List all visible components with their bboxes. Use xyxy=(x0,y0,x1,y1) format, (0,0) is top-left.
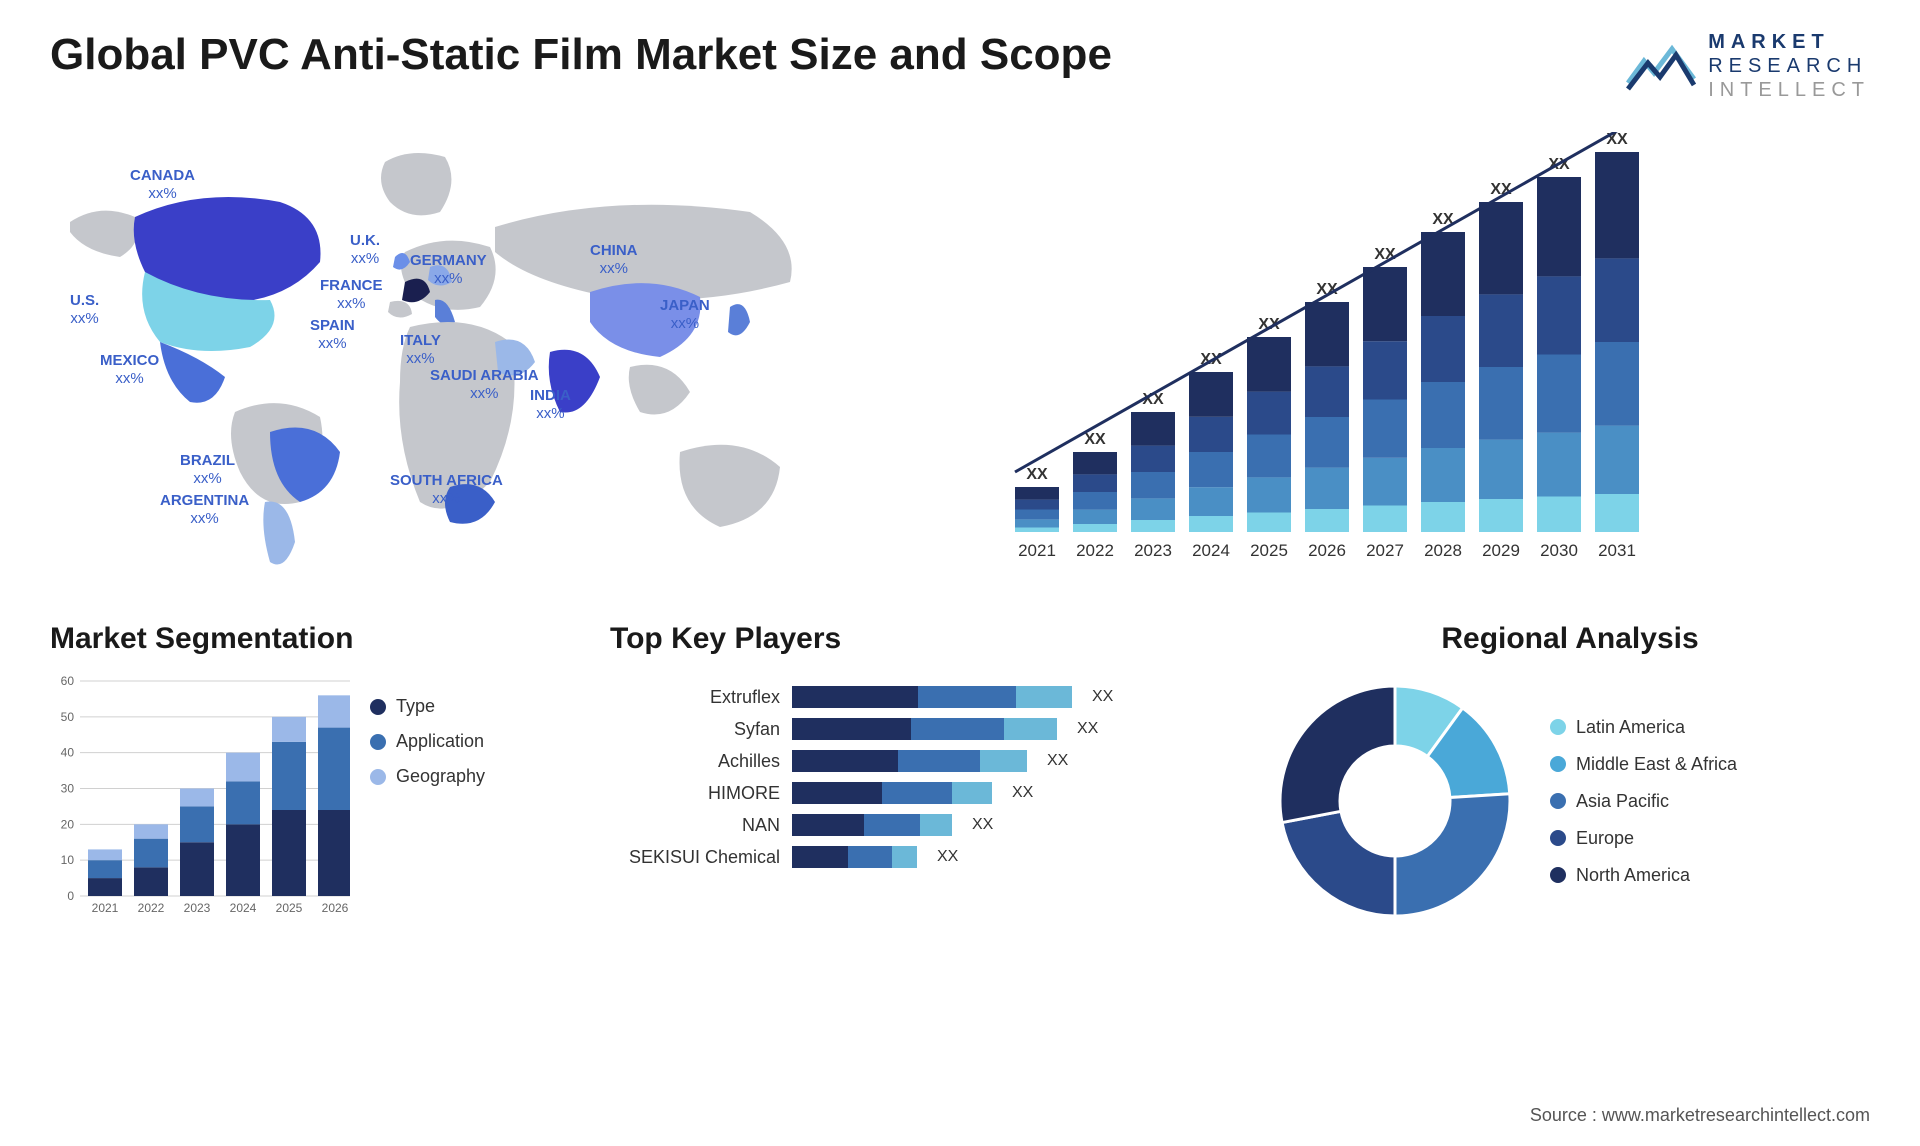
regional-legend-northamerica: North America xyxy=(1550,865,1737,886)
player-bar xyxy=(792,814,952,836)
growth-chart-panel: XX2021XX2022XX2023XX2024XX2025XX2026XX20… xyxy=(990,132,1870,572)
map-label-southafrica: SOUTH AFRICAxx% xyxy=(390,472,503,508)
regional-legend-latinamerica: Latin America xyxy=(1550,717,1737,738)
regional-legend: Latin America Middle East & Africa Asia Pa… xyxy=(1550,717,1737,886)
map-label-china: CHINAxx% xyxy=(590,242,638,278)
seg-legend-type: Type xyxy=(370,696,485,717)
player-bar xyxy=(792,750,1027,772)
map-label-us: U.S.xx% xyxy=(70,292,99,328)
player-name: HIMORE xyxy=(610,783,780,804)
svg-text:2022: 2022 xyxy=(1076,541,1114,560)
map-label-japan: JAPANxx% xyxy=(660,297,710,333)
svg-text:2029: 2029 xyxy=(1482,541,1520,560)
svg-text:2024: 2024 xyxy=(230,901,257,915)
map-label-mexico: MEXICOxx% xyxy=(100,352,159,388)
svg-text:2026: 2026 xyxy=(1308,541,1346,560)
regional-legend-europe: Europe xyxy=(1550,828,1737,849)
svg-text:2021: 2021 xyxy=(92,901,119,915)
segmentation-title: Market Segmentation xyxy=(50,622,570,656)
regional-donut xyxy=(1270,676,1520,926)
map-label-saudiarabia: SAUDI ARABIAxx% xyxy=(430,367,539,403)
map-label-italy: ITALYxx% xyxy=(400,332,441,368)
svg-text:2022: 2022 xyxy=(138,901,165,915)
player-name: SEKISUI Chemical xyxy=(610,847,780,868)
players-list: Extruflex XX Syfan XX Achilles XX HIMORE XX NAN X… xyxy=(610,676,1230,868)
player-value: XX xyxy=(937,848,958,866)
brand-logo: MARKET RESEARCH INTELLECT xyxy=(1626,30,1870,102)
svg-text:40: 40 xyxy=(61,746,75,760)
regional-legend-asiapacific: Asia Pacific xyxy=(1550,791,1737,812)
regional-title: Regional Analysis xyxy=(1270,622,1870,656)
player-value: XX xyxy=(1092,688,1113,706)
player-value: XX xyxy=(1077,720,1098,738)
svg-text:XX: XX xyxy=(1084,431,1106,448)
segmentation-legend: Type Application Geography xyxy=(370,676,485,936)
player-bar xyxy=(792,782,992,804)
regional-legend-middleeastafrica: Middle East & Africa xyxy=(1550,754,1737,775)
map-label-brazil: BRAZILxx% xyxy=(180,452,235,488)
players-panel: Top Key Players ExtruflexXXSyfanXXAchill… xyxy=(610,622,1230,936)
player-name: Syfan xyxy=(610,719,780,740)
svg-text:2025: 2025 xyxy=(1250,541,1288,560)
growth-chart: XX2021XX2022XX2023XX2024XX2025XX2026XX20… xyxy=(990,132,1710,572)
svg-text:2024: 2024 xyxy=(1192,541,1230,560)
svg-text:50: 50 xyxy=(61,710,75,724)
logo-text-1: MARKET xyxy=(1708,30,1870,54)
svg-text:2028: 2028 xyxy=(1424,541,1462,560)
player-name: Extruflex xyxy=(610,687,780,708)
segmentation-panel: Market Segmentation 0 10 20 30 40 50 60 2021 202… xyxy=(50,622,570,936)
svg-text:10: 10 xyxy=(61,853,75,867)
logo-icon xyxy=(1626,41,1696,91)
player-row-sekisuichemical: SEKISUI Chemical XX xyxy=(610,846,1230,868)
svg-text:2030: 2030 xyxy=(1540,541,1578,560)
player-row-extruflex: Extruflex XX xyxy=(610,686,1230,708)
svg-text:20: 20 xyxy=(61,817,75,831)
player-row-himore: HIMORE XX xyxy=(610,782,1230,804)
player-value: XX xyxy=(972,816,993,834)
player-row-syfan: Syfan XX xyxy=(610,718,1230,740)
player-bar xyxy=(792,846,917,868)
svg-text:2031: 2031 xyxy=(1598,541,1636,560)
map-label-germany: GERMANYxx% xyxy=(410,252,487,288)
world-map-panel: CANADAxx% U.S.xx%MEXICOxx% BRAZILxx% ARGENT… xyxy=(50,132,930,572)
players-title: Top Key Players xyxy=(610,622,1230,656)
svg-text:2027: 2027 xyxy=(1366,541,1404,560)
map-label-canada: CANADAxx% xyxy=(130,167,195,203)
svg-text:2026: 2026 xyxy=(322,901,349,915)
svg-text:2021: 2021 xyxy=(1018,541,1056,560)
logo-text-3: INTELLECT xyxy=(1708,78,1870,102)
regional-panel: Regional Analysis Latin America Middle Ea… xyxy=(1270,622,1870,936)
svg-text:XX: XX xyxy=(1026,466,1048,483)
page-title: Global PVC Anti-Static Film Market Size … xyxy=(50,30,1112,80)
seg-legend-application: Application xyxy=(370,731,485,752)
player-row-nan: NAN XX xyxy=(610,814,1230,836)
map-label-uk: U.K.xx% xyxy=(350,232,380,268)
svg-text:0: 0 xyxy=(67,889,74,903)
map-label-spain: SPAINxx% xyxy=(310,317,355,353)
svg-text:XX: XX xyxy=(1374,246,1396,263)
svg-text:60: 60 xyxy=(61,676,75,688)
player-value: XX xyxy=(1047,752,1068,770)
svg-text:2025: 2025 xyxy=(276,901,303,915)
segmentation-chart: 0 10 20 30 40 50 60 2021 2022 2023 2024 2025 2026 xyxy=(50,676,350,936)
player-bar xyxy=(792,718,1057,740)
svg-text:2023: 2023 xyxy=(184,901,211,915)
map-label-argentina: ARGENTINAxx% xyxy=(160,492,249,528)
svg-text:2023: 2023 xyxy=(1134,541,1172,560)
player-name: Achilles xyxy=(610,751,780,772)
seg-legend-geography: Geography xyxy=(370,766,485,787)
map-label-india: INDIAxx% xyxy=(530,387,571,423)
svg-text:30: 30 xyxy=(61,782,75,796)
player-row-achilles: Achilles XX xyxy=(610,750,1230,772)
logo-text-2: RESEARCH xyxy=(1708,54,1870,78)
player-bar xyxy=(792,686,1072,708)
player-name: NAN xyxy=(610,815,780,836)
source-attribution: Source : www.marketresearchintellect.com xyxy=(1530,1105,1870,1126)
player-value: XX xyxy=(1012,784,1033,802)
map-label-france: FRANCExx% xyxy=(320,277,383,313)
